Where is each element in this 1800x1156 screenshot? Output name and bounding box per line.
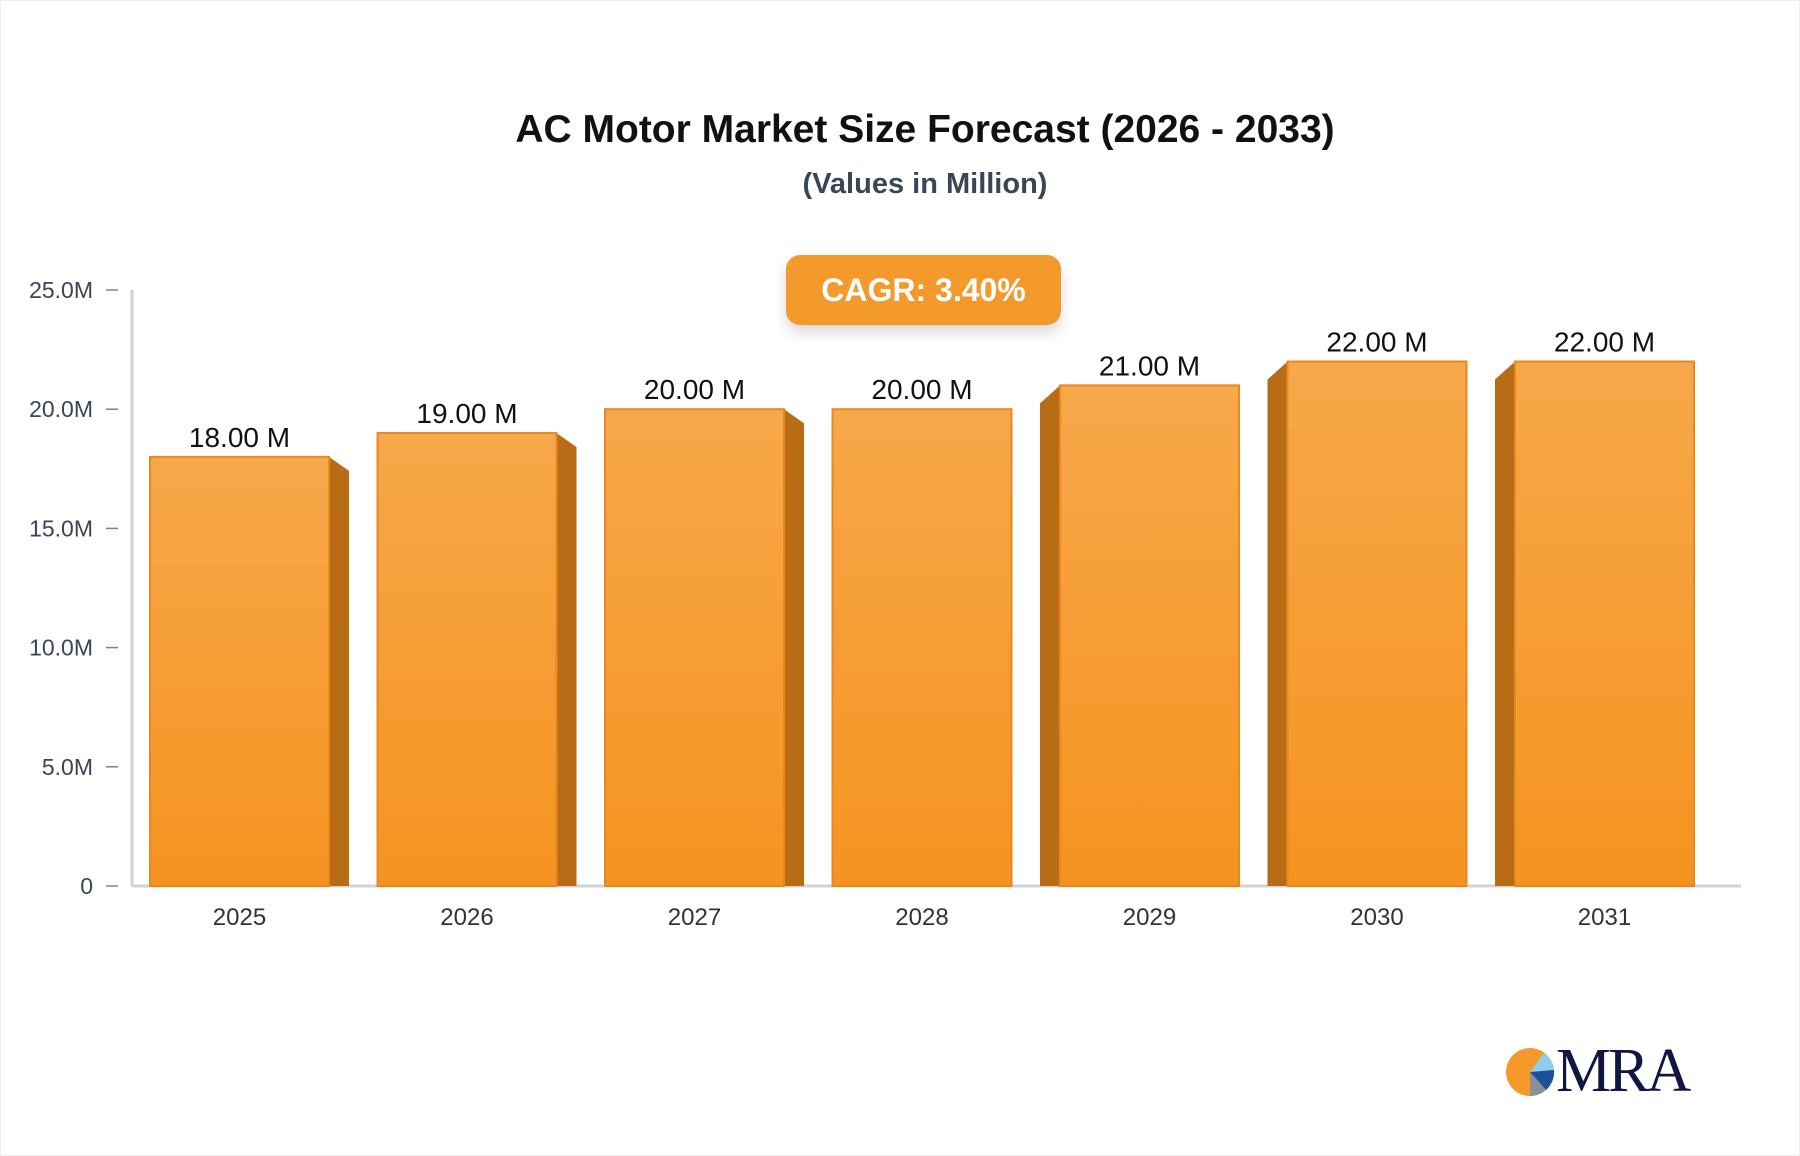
x-tick-label: 2030 bbox=[1350, 904, 1403, 931]
bar-side bbox=[784, 409, 804, 886]
bar-2027 bbox=[604, 408, 785, 887]
y-tick-label: 5.0M bbox=[42, 754, 93, 780]
data-label: 18.00 M bbox=[189, 422, 290, 453]
bar-side bbox=[329, 456, 349, 886]
cagr-badge: CAGR: 3.40% bbox=[786, 255, 1061, 325]
x-tick-label: 2026 bbox=[440, 904, 493, 931]
x-tick-label: 2031 bbox=[1578, 904, 1631, 931]
bar-2028 bbox=[831, 408, 1013, 887]
data-label: 20.00 M bbox=[644, 374, 745, 405]
y-tick-label: 25.0M bbox=[29, 277, 93, 303]
data-label: 21.00 M bbox=[1099, 350, 1200, 381]
x-tick-label: 2027 bbox=[668, 904, 721, 931]
bar-side bbox=[1267, 361, 1288, 886]
data-label: 22.00 M bbox=[1326, 327, 1427, 358]
pie-logo-icon bbox=[1506, 1048, 1555, 1097]
x-tick-label: 2025 bbox=[213, 904, 266, 931]
bar-2029 bbox=[1059, 384, 1240, 887]
x-tick-label: 2028 bbox=[895, 904, 948, 931]
y-tick-label: 10.0M bbox=[29, 635, 93, 661]
bar-side bbox=[1040, 385, 1060, 886]
data-label: 22.00 M bbox=[1554, 327, 1655, 358]
bar-2025 bbox=[149, 455, 330, 887]
bar-side bbox=[556, 433, 577, 886]
logo-text: MRA bbox=[1556, 1037, 1691, 1105]
y-tick-label: 0 bbox=[80, 873, 93, 899]
data-label: 20.00 M bbox=[871, 374, 972, 405]
bar-side bbox=[1495, 361, 1515, 886]
bar-2031 bbox=[1514, 360, 1695, 887]
bar-2030 bbox=[1286, 360, 1468, 887]
bar-2026 bbox=[376, 432, 558, 887]
y-tick-label: 15.0M bbox=[29, 515, 93, 541]
chart-title: AC Motor Market Size Forecast (2026 - 20… bbox=[515, 108, 1335, 151]
chart-subtitle: (Values in Million) bbox=[802, 168, 1048, 200]
mra-logo: MRA bbox=[1506, 1037, 1696, 1105]
y-tick-label: 20.0M bbox=[29, 396, 93, 422]
x-tick-label: 2029 bbox=[1123, 904, 1176, 931]
data-label: 19.00 M bbox=[416, 398, 517, 429]
